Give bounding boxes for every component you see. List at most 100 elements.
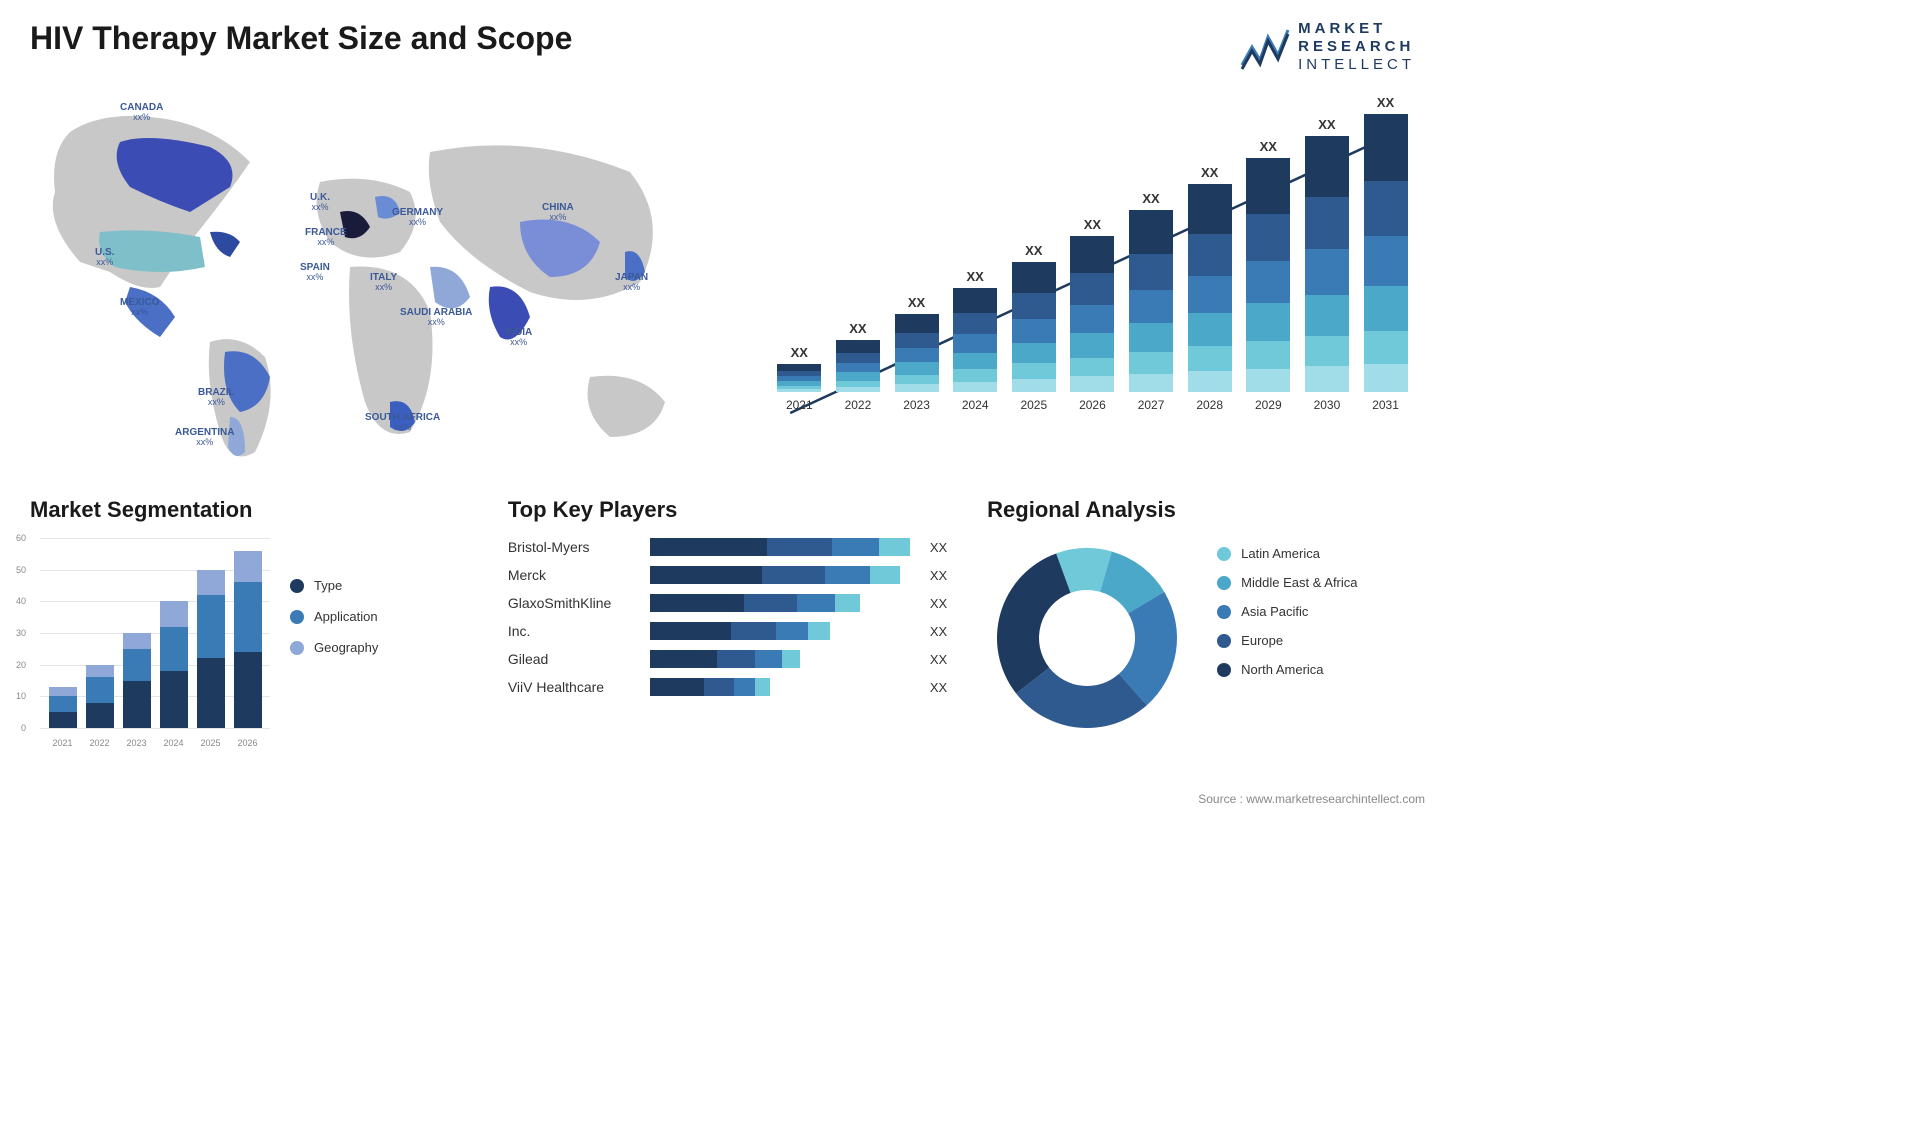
map-label-uk: U.K.xx% <box>310 192 330 213</box>
bar-year-label: 2021 <box>786 398 813 412</box>
bar-year-label: 2023 <box>903 398 930 412</box>
y-tick-label: 0 <box>21 723 26 733</box>
legend-label: Europe <box>1241 633 1283 648</box>
main-bar-2029: XX 2029 <box>1243 139 1293 412</box>
seg-year-label: 2025 <box>200 738 220 748</box>
player-row: GlaxoSmithKline XX <box>508 594 947 612</box>
seg-bar-2026 <box>234 551 262 728</box>
regional-legend-item: North America <box>1217 662 1357 677</box>
main-bar-2028: XX 2028 <box>1185 165 1235 412</box>
bar-year-label: 2030 <box>1314 398 1341 412</box>
map-label-us: U.S.xx% <box>95 247 114 268</box>
y-tick-label: 40 <box>16 596 26 606</box>
bar-value-label: XX <box>967 269 984 284</box>
seg-year-label: 2021 <box>52 738 72 748</box>
bar-value-label: XX <box>1201 165 1218 180</box>
seg-legend-item: Geography <box>290 640 378 655</box>
regional-legend-item: Latin America <box>1217 546 1357 561</box>
seg-legend-item: Type <box>290 578 378 593</box>
legend-label: Latin America <box>1241 546 1320 561</box>
y-tick-label: 10 <box>16 691 26 701</box>
logo: MARKET RESEARCH INTELLECT <box>1240 20 1415 74</box>
main-bar-2026: XX2026 <box>1067 217 1117 412</box>
player-name: Bristol-Myers <box>508 539 638 555</box>
map-label-southafrica: SOUTH AFRICAxx% <box>365 412 440 433</box>
bar-year-label: 2029 <box>1255 398 1282 412</box>
player-value: XX <box>930 596 947 611</box>
bar-year-label: 2027 <box>1138 398 1165 412</box>
map-label-china: CHINAxx% <box>542 202 574 223</box>
player-name: GlaxoSmithKline <box>508 595 638 611</box>
seg-bar-2024 <box>160 601 188 728</box>
main-bar-2025: XX 2025 <box>1009 243 1059 412</box>
player-row: Merck XX <box>508 566 947 584</box>
player-name: Merck <box>508 567 638 583</box>
bar-value-label: XX <box>849 321 866 336</box>
legend-label: Application <box>314 609 378 624</box>
donut-slice <box>997 553 1071 693</box>
logo-line3: INTELLECT <box>1298 56 1415 74</box>
bar-year-label: 2026 <box>1079 398 1106 412</box>
seg-bar-2025 <box>197 570 225 728</box>
legend-label: Asia Pacific <box>1241 604 1308 619</box>
bar-year-label: 2031 <box>1372 398 1399 412</box>
bar-year-label: 2028 <box>1196 398 1223 412</box>
legend-label: North America <box>1241 662 1323 677</box>
bar-value-label: XX <box>1377 95 1394 110</box>
y-tick-label: 20 <box>16 660 26 670</box>
map-label-india: INDIAxx% <box>505 327 532 348</box>
player-value: XX <box>930 624 947 639</box>
seg-bar-2023 <box>123 633 151 728</box>
main-bar-2027: XX 2027 <box>1126 191 1176 412</box>
player-name: ViiV Healthcare <box>508 679 638 695</box>
bar-value-label: XX <box>1318 117 1335 132</box>
y-tick-label: 60 <box>16 533 26 543</box>
bar-year-label: 2022 <box>845 398 872 412</box>
players-title: Top Key Players <box>508 497 947 523</box>
player-value: XX <box>930 568 947 583</box>
map-label-brazil: BRAZILxx% <box>198 387 235 408</box>
logo-line2: RESEARCH <box>1298 38 1415 56</box>
legend-label: Type <box>314 578 342 593</box>
seg-year-label: 2026 <box>237 738 257 748</box>
y-tick-label: 50 <box>16 565 26 575</box>
regional-panel: Regional Analysis Latin AmericaMiddle Ea… <box>987 497 1425 748</box>
bar-value-label: XX <box>1025 243 1042 258</box>
world-map: CANADAxx% U.S.xx% MEXICOxx% BRAZILxx% ARGENT… <box>30 92 710 472</box>
player-row: ViiV HealthcareXX <box>508 678 947 696</box>
player-value: XX <box>930 540 947 555</box>
page-title: HIV Therapy Market Size and Scope <box>30 20 1425 57</box>
map-label-canada: CANADAxx% <box>120 102 163 123</box>
main-bar-2022: XX 2022 <box>833 321 883 412</box>
seg-legend-item: Application <box>290 609 378 624</box>
player-value: XX <box>930 652 947 667</box>
main-bar-2030: XX 2030 <box>1302 117 1352 412</box>
segmentation-legend: Type Application Geography <box>290 538 378 748</box>
main-bar-2031: XX 2031 <box>1361 95 1411 412</box>
y-tick-label: 30 <box>16 628 26 638</box>
bar-value-label: XX <box>1142 191 1159 206</box>
map-label-spain: SPAINxx% <box>300 262 330 283</box>
bar-year-label: 2024 <box>962 398 989 412</box>
segmentation-panel: Market Segmentation 01020304050602021202… <box>30 497 468 748</box>
seg-year-label: 2024 <box>163 738 183 748</box>
map-label-argentina: ARGENTINAxx% <box>175 427 234 448</box>
regional-title: Regional Analysis <box>987 497 1425 523</box>
map-label-italy: ITALYxx% <box>370 272 397 293</box>
seg-bar-2021 <box>49 687 77 728</box>
map-label-mexico: MEXICOxx% <box>120 297 159 318</box>
logo-line1: MARKET <box>1298 20 1415 38</box>
bar-value-label: XX <box>908 295 925 310</box>
source-text: Source : www.marketresearchintellect.com <box>1198 792 1425 806</box>
regional-legend-item: Europe <box>1217 633 1357 648</box>
bar-value-label: XX <box>791 345 808 360</box>
players-chart: Bristol-MyersXXMerckXXGlaxoSmithKlineXXI… <box>508 538 947 696</box>
map-label-germany: GERMANYxx% <box>392 207 443 228</box>
player-row: Inc. XX <box>508 622 947 640</box>
bar-year-label: 2025 <box>1020 398 1047 412</box>
main-bar-2021: XX 2021 <box>774 345 824 412</box>
bar-value-label: XX <box>1260 139 1277 154</box>
main-bar-2024: XX 2024 <box>950 269 1000 412</box>
player-name: Inc. <box>508 623 638 639</box>
legend-label: Geography <box>314 640 378 655</box>
